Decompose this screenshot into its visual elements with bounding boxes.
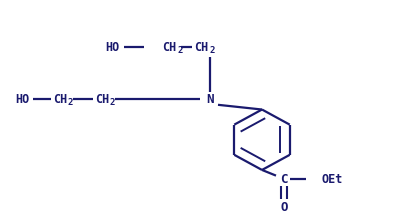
Text: HO: HO	[15, 93, 29, 106]
Text: 2: 2	[110, 98, 116, 107]
Text: 2: 2	[209, 46, 214, 55]
Text: CH: CH	[194, 41, 208, 54]
Text: 2: 2	[68, 98, 73, 107]
Text: 2: 2	[177, 46, 182, 55]
Text: HO: HO	[106, 41, 120, 54]
Text: CH: CH	[95, 93, 109, 106]
Text: O: O	[280, 201, 288, 213]
Text: OEt: OEt	[322, 173, 343, 186]
Text: CH: CH	[162, 41, 176, 54]
Text: C: C	[280, 173, 288, 186]
Text: N: N	[206, 93, 214, 106]
Text: CH: CH	[53, 93, 67, 106]
